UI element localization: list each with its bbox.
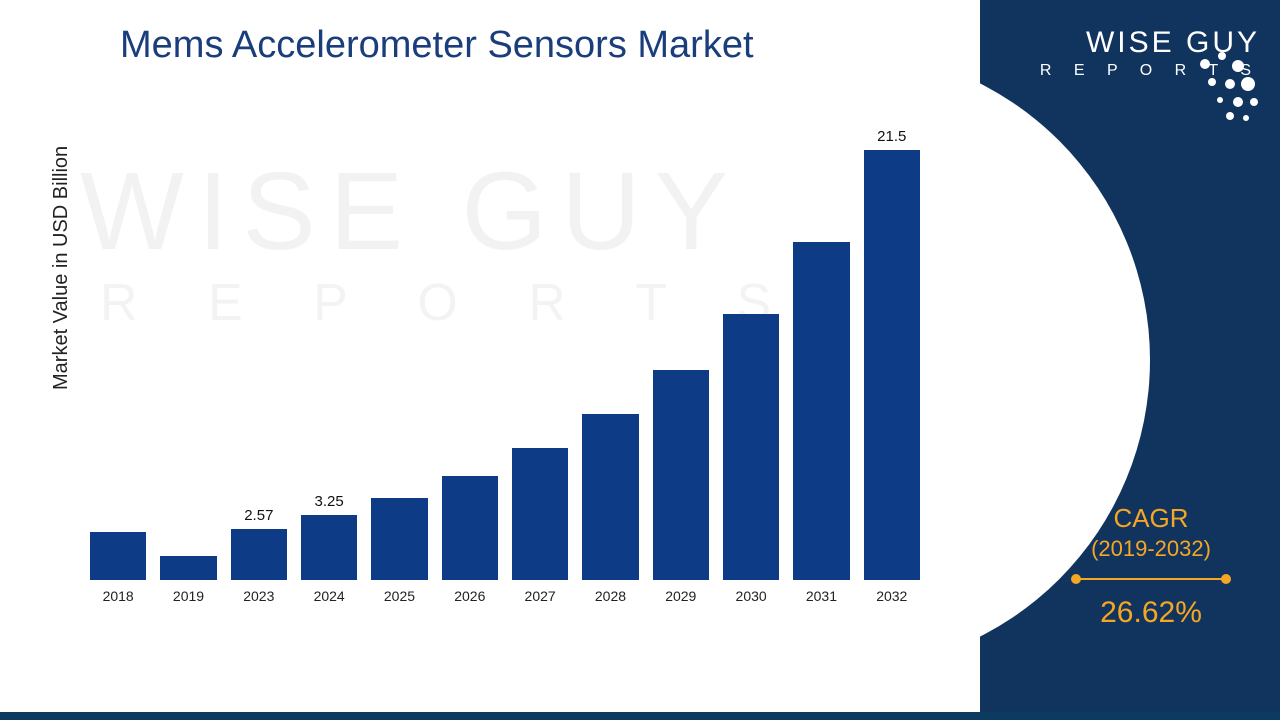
- cagr-period: (2019-2032): [1046, 536, 1256, 562]
- bars-container: 2018 2019 2.5720233.2520242025 202620272028…: [90, 130, 920, 580]
- bar-category-label: 2029: [665, 588, 696, 604]
- bar-value-label: 2.57: [244, 507, 273, 525]
- bar-2032: 21.52032: [864, 128, 920, 580]
- bar-rect: [90, 532, 146, 580]
- bar-value-label: 21.5: [877, 128, 906, 146]
- bar-rect: [512, 448, 568, 580]
- bar-2027: 2027: [512, 426, 568, 580]
- bar-category-label: 2028: [595, 588, 626, 604]
- bar-value-label: 3.25: [315, 493, 344, 511]
- bar-rect: [793, 242, 849, 580]
- bar-2025: 2025: [371, 476, 427, 580]
- bar-category-label: 2026: [454, 588, 485, 604]
- footer-bar: [0, 712, 1280, 720]
- bar-2028: 2028: [582, 392, 638, 580]
- chart-title: Mems Accelerometer Sensors Market: [120, 24, 754, 67]
- logo-line2: R E P O R T S: [1040, 62, 1260, 80]
- bar-2031: 2031: [793, 220, 849, 580]
- bar-category-label: 2024: [314, 588, 345, 604]
- bar-category-label: 2019: [173, 588, 204, 604]
- cagr-label: CAGR: [1046, 503, 1256, 534]
- bar-rect: [231, 529, 287, 580]
- bar-2026: 2026: [442, 454, 498, 580]
- bar-category-label: 2032: [876, 588, 907, 604]
- chart-panel: Mems Accelerometer Sensors Market Market…: [0, 0, 980, 720]
- bar-rect: [723, 314, 779, 580]
- logo-line1: WISE GUY: [1040, 26, 1260, 60]
- bar-2029: 2029: [653, 348, 709, 580]
- bar-category-label: 2030: [736, 588, 767, 604]
- side-panel: WISE GUY R E P O R T S CAGR (2019-2032) …: [980, 0, 1280, 720]
- bar-category-label: 2027: [525, 588, 556, 604]
- bar-rect: [582, 414, 638, 580]
- bar-rect: [371, 498, 427, 580]
- bar-2018: 2018: [90, 510, 146, 580]
- bar-rect: [442, 476, 498, 580]
- bar-category-label: 2023: [243, 588, 274, 604]
- bar-category-label: 2031: [806, 588, 837, 604]
- bar-2024: 3.252024: [301, 493, 357, 580]
- y-axis-label: Market Value in USD Billion: [50, 146, 73, 390]
- bar-2019: 2019: [160, 534, 216, 580]
- bar-rect: [864, 150, 920, 580]
- cagr-divider-icon: [1076, 578, 1226, 580]
- bar-rect: [301, 515, 357, 580]
- bar-chart: 201820192.5720233.2520242025202620272028…: [90, 130, 920, 610]
- brand-logo: WISE GUY R E P O R T S: [1040, 26, 1260, 80]
- cagr-value: 26.62%: [1046, 596, 1256, 630]
- bar-category-label: 2018: [103, 588, 134, 604]
- bar-2030: 2030: [723, 292, 779, 580]
- bar-category-label: 2025: [384, 588, 415, 604]
- cagr-block: CAGR (2019-2032) 26.62%: [1046, 503, 1256, 630]
- bar-rect: [160, 556, 216, 580]
- bar-2023: 2.572023: [231, 507, 287, 580]
- bar-rect: [653, 370, 709, 580]
